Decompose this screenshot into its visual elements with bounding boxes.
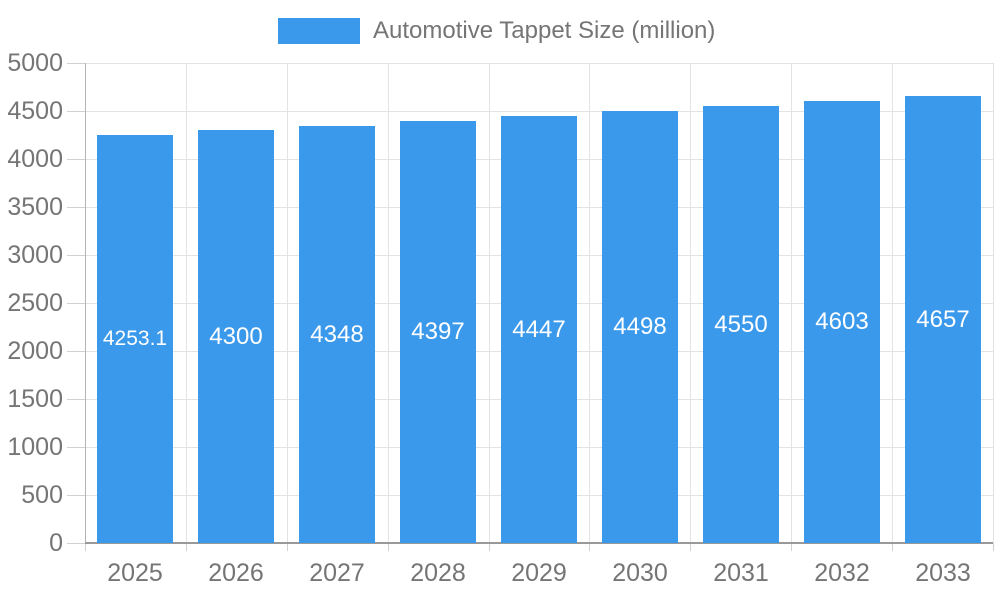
bar-2030[interactable] <box>602 111 678 543</box>
y-tick <box>67 351 85 352</box>
x-axis-label: 2026 <box>208 559 264 587</box>
x-gridline <box>993 63 994 543</box>
x-axis-label: 2030 <box>612 559 668 587</box>
x-axis-label: 2031 <box>713 559 769 587</box>
x-axis-label: 2032 <box>814 559 870 587</box>
y-tick <box>67 159 85 160</box>
bar-2029[interactable] <box>501 116 577 543</box>
y-tick <box>67 447 85 448</box>
x-axis-label: 2029 <box>511 559 567 587</box>
y-axis-label: 2500 <box>7 289 63 317</box>
y-axis-label: 4000 <box>7 145 63 173</box>
y-axis-label: 5000 <box>7 49 63 77</box>
bar-value-label: 4348 <box>310 321 364 348</box>
x-tick <box>892 543 893 551</box>
y-gridline <box>85 63 993 64</box>
x-gridline <box>388 63 389 543</box>
x-gridline <box>186 63 187 543</box>
bar-2027[interactable] <box>299 126 375 543</box>
bar-value-label: 4253.1 <box>102 327 168 350</box>
y-tick <box>67 63 85 64</box>
x-tick <box>993 543 994 551</box>
x-axis-label: 2028 <box>410 559 466 587</box>
x-tick <box>388 543 389 551</box>
bar-2031[interactable] <box>703 106 779 543</box>
y-tick <box>67 255 85 256</box>
y-tick <box>67 399 85 400</box>
bar-2032[interactable] <box>804 101 880 543</box>
bar-value-label: 4447 <box>512 316 566 343</box>
legend-label: Automotive Tappet Size (million) <box>373 17 716 44</box>
x-gridline <box>791 63 792 543</box>
bar-2028[interactable] <box>400 121 476 543</box>
bar-value-label: 4603 <box>815 308 869 335</box>
bar-2025[interactable] <box>97 135 173 543</box>
y-tick <box>67 207 85 208</box>
legend: Automotive Tappet Size (million) <box>278 17 715 45</box>
y-tick <box>67 543 85 544</box>
bar-value-label: 4498 <box>613 313 667 340</box>
x-axis <box>85 542 993 544</box>
legend-swatch <box>278 18 360 44</box>
x-gridline <box>892 63 893 543</box>
y-axis-label: 3000 <box>7 241 63 269</box>
y-gridline <box>85 111 993 112</box>
y-axis-label: 500 <box>21 481 63 509</box>
y-axis-label: 2000 <box>7 337 63 365</box>
y-axis-label: 3500 <box>7 193 63 221</box>
x-gridline <box>589 63 590 543</box>
y-axis <box>85 63 86 543</box>
x-axis-label: 2025 <box>107 559 163 587</box>
y-axis-label: 1500 <box>7 385 63 413</box>
bar-value-label: 4550 <box>714 311 768 338</box>
x-tick <box>287 543 288 551</box>
x-tick <box>690 543 691 551</box>
y-axis-label: 4500 <box>7 97 63 125</box>
bar-value-label: 4657 <box>916 306 970 333</box>
y-tick <box>67 303 85 304</box>
x-tick <box>85 543 86 551</box>
x-tick <box>489 543 490 551</box>
bar-value-label: 4300 <box>209 323 263 350</box>
bar-2026[interactable] <box>198 130 274 543</box>
x-axis-label: 2033 <box>915 559 971 587</box>
x-tick <box>186 543 187 551</box>
x-tick <box>589 543 590 551</box>
x-gridline <box>690 63 691 543</box>
x-axis-label: 2027 <box>309 559 365 587</box>
x-gridline <box>287 63 288 543</box>
y-axis-label: 0 <box>49 529 63 557</box>
x-gridline <box>489 63 490 543</box>
y-axis-label: 1000 <box>7 433 63 461</box>
y-tick <box>67 111 85 112</box>
y-tick <box>67 495 85 496</box>
x-tick <box>791 543 792 551</box>
bar-2033[interactable] <box>905 96 981 543</box>
bar-value-label: 4397 <box>411 318 465 345</box>
